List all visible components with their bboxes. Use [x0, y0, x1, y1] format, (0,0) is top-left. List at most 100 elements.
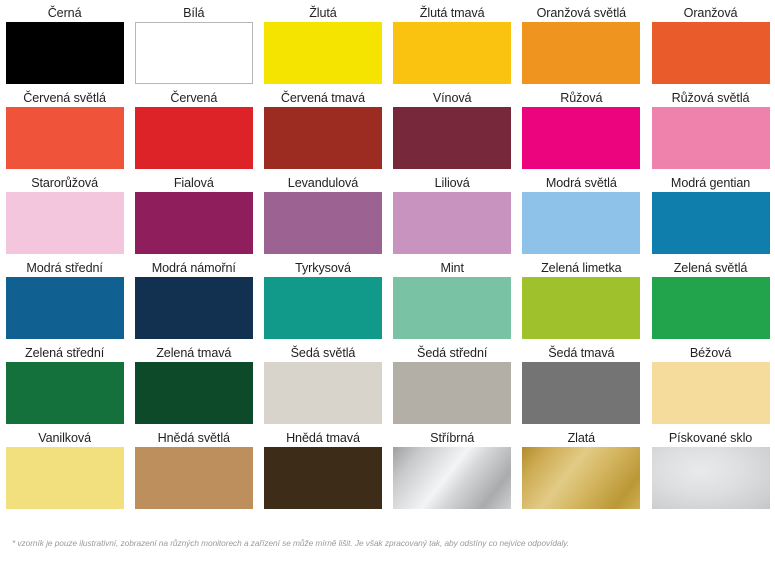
swatch-label: Červená tmavá: [280, 90, 366, 105]
swatch-cell[interactable]: Stříbrná: [388, 429, 517, 514]
swatch-chip[interactable]: [522, 277, 641, 339]
swatch-chip[interactable]: [134, 362, 253, 424]
swatch-chip[interactable]: [522, 192, 641, 254]
swatch-label: Červená: [170, 90, 218, 105]
swatch-chip[interactable]: [651, 277, 770, 339]
swatch-cell[interactable]: Levandulová: [258, 174, 387, 259]
swatch-cell[interactable]: Liliová: [388, 174, 517, 259]
footer-disclaimer: * vzorník je pouze ilustrativní, zobraze…: [12, 538, 570, 548]
swatch-label: Šedá světlá: [290, 345, 356, 360]
swatch-cell[interactable]: Zelená světlá: [646, 259, 775, 344]
swatch-cell[interactable]: Šedá světlá: [258, 344, 387, 429]
swatch-chip[interactable]: [651, 107, 770, 169]
swatch-cell[interactable]: Růžová světlá: [646, 89, 775, 174]
swatch-chip[interactable]: [651, 192, 770, 254]
swatch-cell[interactable]: Červená: [129, 89, 258, 174]
swatch-label: Šedá střední: [417, 345, 488, 360]
swatch-chip[interactable]: [263, 22, 382, 84]
swatch-chip[interactable]: [134, 107, 253, 169]
swatch-cell[interactable]: Žlutá: [258, 4, 387, 89]
swatch-chip[interactable]: [393, 362, 512, 424]
swatch-label: Zelená tmavá: [156, 345, 232, 360]
swatch-cell[interactable]: Fialová: [129, 174, 258, 259]
swatch-cell[interactable]: Šedá tmavá: [517, 344, 646, 429]
swatch-cell[interactable]: Šedá střední: [388, 344, 517, 429]
swatch-chip[interactable]: [393, 107, 512, 169]
swatch-label: Starorůžová: [31, 175, 98, 190]
swatch-cell[interactable]: Tyrkysová: [258, 259, 387, 344]
swatch-chip[interactable]: [134, 192, 253, 254]
swatch-cell[interactable]: Bílá: [129, 4, 258, 89]
swatch-label: Stříbrná: [430, 430, 475, 445]
swatch-grid: Černá Bílá Žlutá Žlutá tmavá Oranžová světlá…: [0, 4, 775, 514]
swatch-cell[interactable]: Červená světlá: [0, 89, 129, 174]
swatch-cell[interactable]: Zelená limetka: [517, 259, 646, 344]
swatch-chip[interactable]: [263, 362, 382, 424]
swatch-label: Mint: [440, 260, 464, 275]
swatch-label: Zelená světlá: [673, 260, 748, 275]
swatch-label: Žlutá tmavá: [419, 5, 485, 20]
swatch-cell[interactable]: Mint: [388, 259, 517, 344]
swatch-chip[interactable]: [263, 277, 382, 339]
swatch-chip[interactable]: [5, 277, 124, 339]
swatch-cell[interactable]: Hnědá světlá: [129, 429, 258, 514]
swatch-chip[interactable]: [134, 277, 253, 339]
swatch-chip[interactable]: [5, 362, 124, 424]
swatch-cell[interactable]: Černá: [0, 4, 129, 89]
swatch-chip[interactable]: [134, 447, 253, 509]
swatch-chip[interactable]: [134, 22, 253, 84]
swatch-chip[interactable]: [5, 447, 124, 509]
swatch-cell[interactable]: Zlatá: [517, 429, 646, 514]
swatch-label: Fialová: [173, 175, 214, 190]
swatch-label: Vanilková: [38, 430, 91, 445]
swatch-cell[interactable]: Oranžová světlá: [517, 4, 646, 89]
swatch-label: Levandulová: [287, 175, 359, 190]
swatch-cell[interactable]: Vanilková: [0, 429, 129, 514]
swatch-label: Oranžová: [683, 5, 738, 20]
swatch-label: Žlutá: [309, 5, 337, 20]
swatch-chip[interactable]: [393, 192, 512, 254]
swatch-chip[interactable]: [522, 362, 641, 424]
swatch-label: Tyrkysová: [295, 260, 351, 275]
swatch-label: Šedá tmavá: [548, 345, 615, 360]
swatch-chip[interactable]: [651, 447, 770, 509]
swatch-chip[interactable]: [522, 107, 641, 169]
swatch-chip[interactable]: [522, 22, 641, 84]
swatch-cell[interactable]: Modrá gentian: [646, 174, 775, 259]
swatch-cell[interactable]: Žlutá tmavá: [388, 4, 517, 89]
swatch-chip[interactable]: [5, 107, 124, 169]
swatch-chip[interactable]: [522, 447, 641, 509]
swatch-cell[interactable]: Růžová: [517, 89, 646, 174]
swatch-chip[interactable]: [393, 447, 512, 509]
swatch-chip[interactable]: [393, 22, 512, 84]
swatch-label: Hnědá světlá: [157, 430, 230, 445]
swatch-cell[interactable]: Starorůžová: [0, 174, 129, 259]
swatch-chip[interactable]: [263, 447, 382, 509]
swatch-label: Černá: [47, 5, 82, 20]
swatch-cell[interactable]: Modrá střední: [0, 259, 129, 344]
swatch-chip[interactable]: [393, 277, 512, 339]
swatch-cell[interactable]: Modrá námořní: [129, 259, 258, 344]
swatch-cell[interactable]: Červená tmavá: [258, 89, 387, 174]
swatch-chip[interactable]: [5, 22, 124, 84]
swatch-chip[interactable]: [651, 362, 770, 424]
swatch-chip[interactable]: [263, 107, 382, 169]
swatch-cell[interactable]: Zelená tmavá: [129, 344, 258, 429]
swatch-cell[interactable]: Béžová: [646, 344, 775, 429]
swatch-cell[interactable]: Vínová: [388, 89, 517, 174]
swatch-cell[interactable]: Modrá světlá: [517, 174, 646, 259]
swatch-chip[interactable]: [263, 192, 382, 254]
swatch-label: Oranžová světlá: [536, 5, 627, 20]
swatch-cell[interactable]: Hnědá tmavá: [258, 429, 387, 514]
swatch-label: Zlatá: [567, 430, 596, 445]
swatch-chip[interactable]: [651, 22, 770, 84]
swatch-label: Béžová: [689, 345, 732, 360]
swatch-cell[interactable]: Zelená střední: [0, 344, 129, 429]
swatch-cell[interactable]: Oranžová: [646, 4, 775, 89]
swatch-label: Zelená střední: [25, 345, 105, 360]
swatch-label: Modrá střední: [26, 260, 103, 275]
swatch-cell[interactable]: Pískované sklo: [646, 429, 775, 514]
swatch-label: Liliová: [434, 175, 470, 190]
swatch-chip[interactable]: [5, 192, 124, 254]
